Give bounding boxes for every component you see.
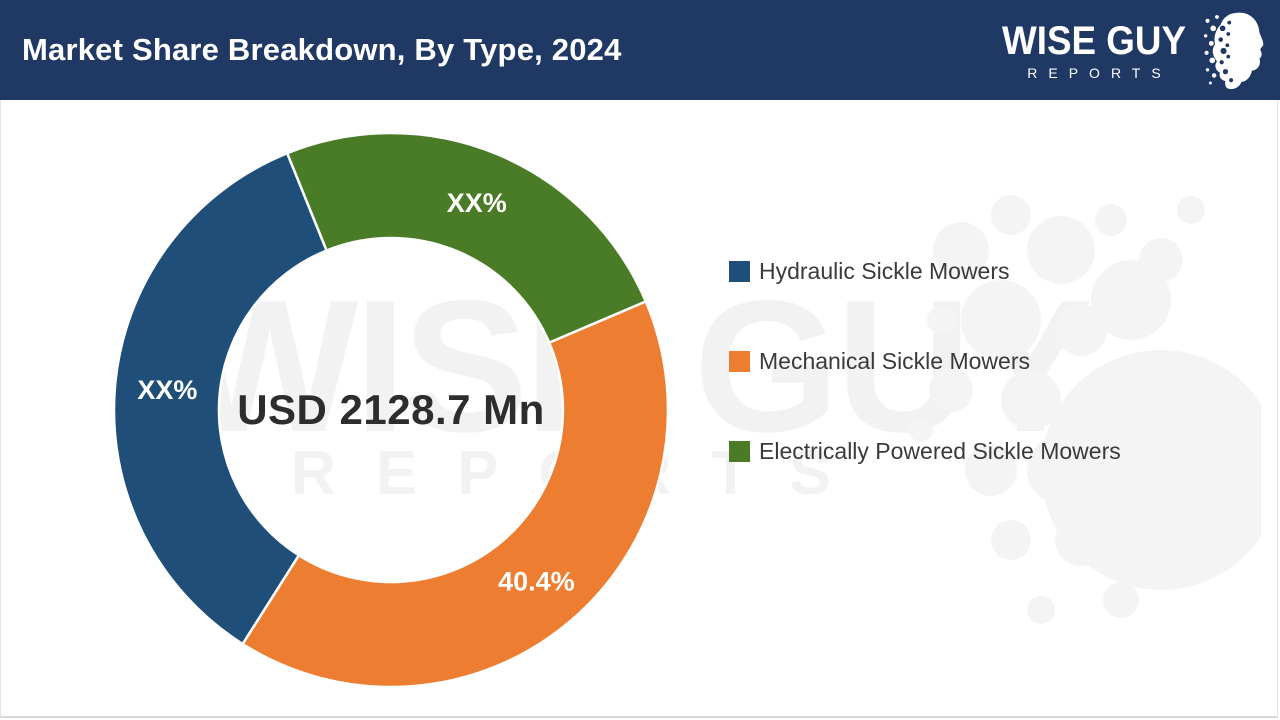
legend-item-hydraulic: Hydraulic Sickle Mowers: [729, 256, 1121, 286]
brand-logo: WISE GUY REPORTS: [994, 0, 1266, 100]
logo-wordmark: WISE GUY: [1001, 18, 1186, 63]
donut-chart: XX% 40.4% XX%: [112, 131, 670, 689]
donut-wedge-label: XX%: [137, 375, 197, 405]
logo-text: WISE GUY REPORTS: [994, 21, 1194, 80]
legend-item-electric: Electrically Powered Sickle Mowers: [729, 436, 1121, 466]
donut-wedge: [112, 151, 328, 646]
donut-wedge: [285, 131, 648, 344]
page-title: Market Share Breakdown, By Type, 2024: [22, 32, 622, 67]
legend-swatch-hydraulic: [729, 260, 750, 282]
donut-wedge-label: XX%: [447, 188, 507, 218]
logo-subtext: REPORTS: [1027, 64, 1172, 81]
legend-swatch-electric: [729, 440, 750, 462]
donut-wedge: [241, 300, 670, 689]
watermark-face-icon: [909, 195, 1261, 624]
legend-label: Hydraulic Sickle Mowers: [759, 257, 1010, 284]
legend-item-mechanical: Mechanical Sickle Mowers: [729, 346, 1121, 376]
donut-wedge-label: 40.4%: [498, 567, 575, 597]
legend-swatch-mechanical: [729, 350, 750, 372]
chart-area: WISE GUY REPORTS XX%40.4%XX% USD 2128.7 …: [0, 100, 1278, 718]
legend-label: Electrically Powered Sickle Mowers: [759, 437, 1121, 464]
donut-center-value: USD 2128.7 Mn: [237, 386, 545, 433]
logo-face-icon: [1203, 12, 1264, 90]
legend: Hydraulic Sickle Mowers Mechanical Sickl…: [729, 256, 1121, 526]
legend-label: Mechanical Sickle Mowers: [759, 347, 1030, 374]
header: Market Share Breakdown, By Type, 2024 WI…: [0, 0, 1280, 100]
